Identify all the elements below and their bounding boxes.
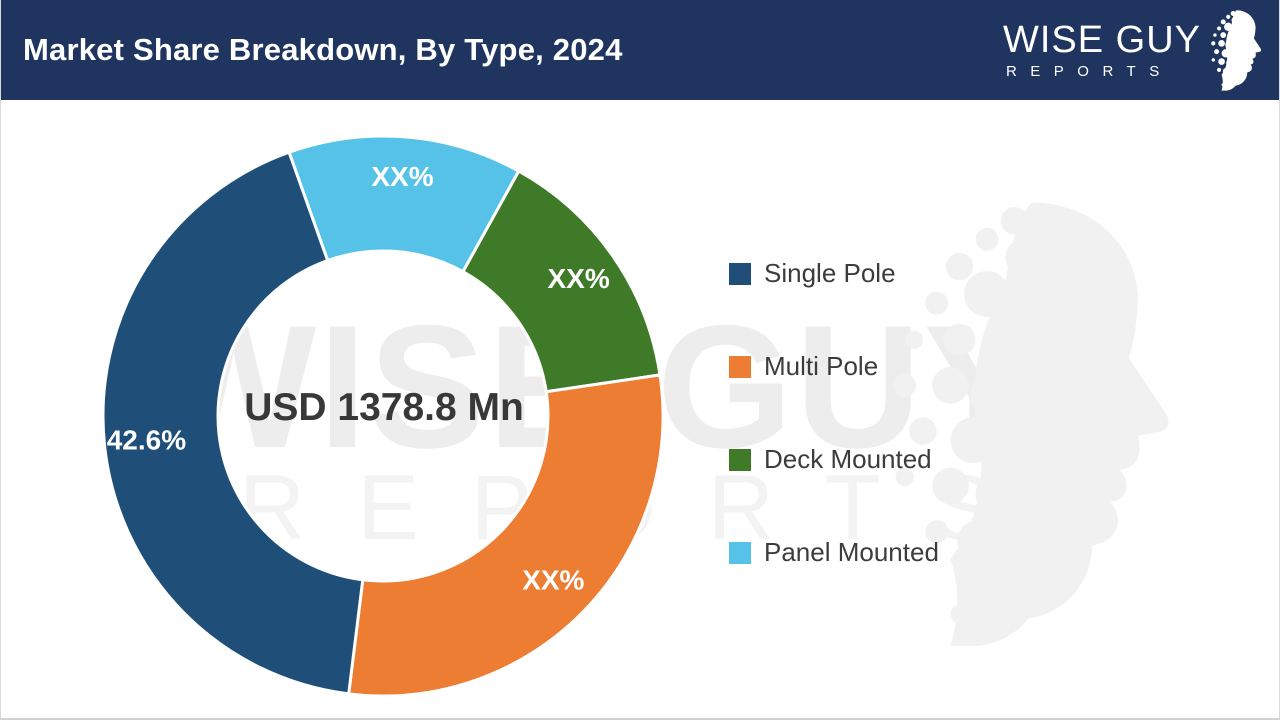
legend-swatch-deck-mounted [729,448,751,471]
donut-center-value: USD 1378.8 Mn [244,386,524,429]
logo-text: WISE GUY REPORTS [1003,21,1201,80]
slice-label-deck-mounted: XX% [547,263,609,294]
legend-swatch-multi-pole [729,355,751,378]
legend-label-panel-mounted: Panel Mounted [764,537,939,567]
legend-swatch-single-pole [729,262,751,285]
legend-label-single-pole: Single Pole [764,258,896,288]
legend-label-multi-pole: Multi Pole [764,351,879,381]
legend-item-single-pole: Single Pole [729,258,939,289]
slice-label-single-pole: 42.6% [107,424,186,455]
logo-name: WISE GUY [1002,18,1201,61]
header-bar: Market Share Breakdown, By Type, 2024 WI… [1,0,1279,100]
wiseguy-logo: WISE GUY REPORTS [1003,8,1263,92]
legend-item-deck-mounted: Deck Mounted [729,444,939,475]
slice-label-multi-pole: XX% [522,565,584,596]
page-title: Market Share Breakdown, By Type, 2024 [23,32,623,67]
donut-slice-single-pole [101,150,365,696]
logo-tagline: REPORTS [1005,62,1173,80]
chart-legend: Single Pole Multi Pole Deck Mounted Panel M… [729,258,939,568]
legend-label-deck-mounted: Deck Mounted [764,444,932,474]
donut-slice-multi-pole [347,373,665,698]
legend-item-panel-mounted: Panel Mounted [729,537,939,568]
chart-area: WISE GUY REPORTS XX%XX%XX%42.6% USD 1378… [1,100,1279,718]
legend-item-multi-pole: Multi Pole [729,351,939,382]
wiseguy-face-icon [1211,10,1262,91]
legend-swatch-panel-mounted [729,541,751,564]
donut-chart: XX% XX% XX% 42.6% [101,134,665,698]
slice-label-panel-mounted: XX% [371,161,433,192]
